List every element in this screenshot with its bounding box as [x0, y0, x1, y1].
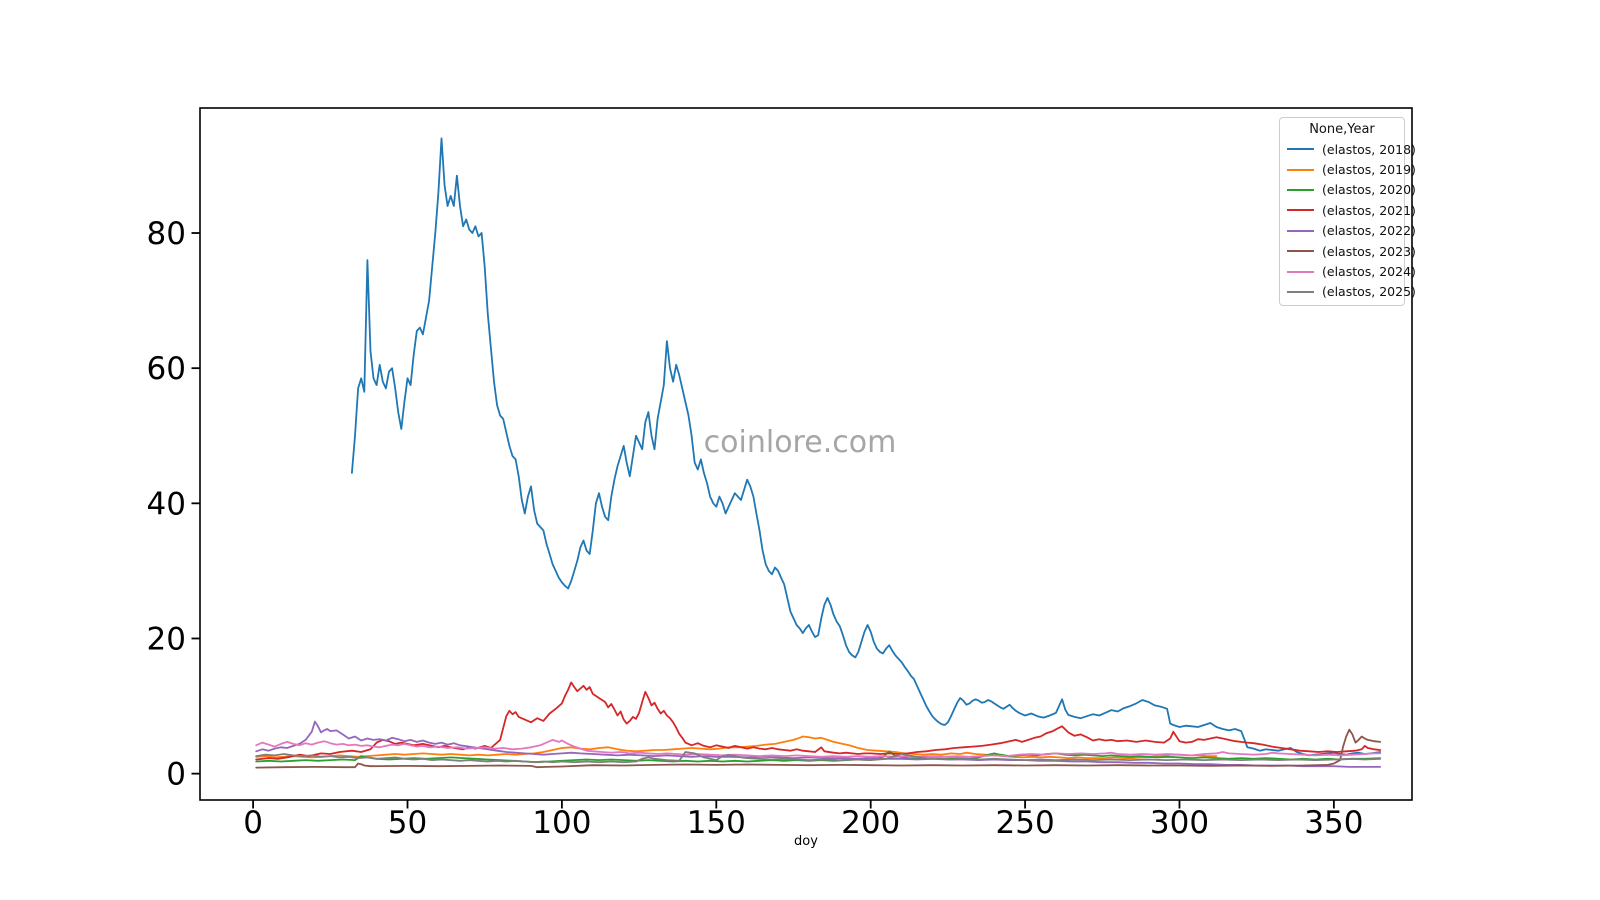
legend-swatch: [1287, 250, 1314, 253]
x-tick-label: 50: [388, 805, 427, 841]
legend-items: (elastos, 2018) (elastos, 2019) (elastos, …: [1280, 139, 1416, 302]
legend-label: (elastos, 2025): [1322, 284, 1416, 300]
series-line-elastos-2022: [255, 720, 1382, 768]
legend-item-elastos-2023: (elastos, 2023): [1280, 241, 1416, 261]
x-tick-label: 300: [1150, 805, 1209, 841]
legend-item-elastos-2021: (elastos, 2021): [1280, 200, 1416, 220]
plot-layer: 0 50 100 150 200 250 300 350 0 20 40 60 80: [147, 107, 1413, 841]
legend-swatch: [1287, 270, 1314, 273]
legend-label: (elastos, 2018): [1322, 141, 1416, 157]
legend-swatch: [1287, 209, 1314, 212]
series-line-elastos-2024: [255, 739, 1382, 758]
y-tick-label: 60: [147, 351, 186, 387]
legend-box: None,Year (elastos, 2018) (elastos, 2019)…: [1279, 117, 1416, 307]
legend-swatch: [1287, 290, 1314, 293]
legend-swatch: [1287, 168, 1314, 171]
legend-swatch: [1287, 229, 1314, 232]
x-tick-label: 150: [687, 805, 746, 841]
watermark-text: coinlore.com: [704, 425, 897, 460]
x-tick-label: 100: [532, 805, 591, 841]
legend-label: (elastos, 2019): [1322, 162, 1416, 178]
x-tick-label: 350: [1304, 805, 1363, 841]
legend-title: None,Year: [1309, 122, 1375, 137]
series-line-elastos-2021: [255, 681, 1382, 761]
series-line-elastos-2018: [350, 137, 1382, 757]
y-tick-label: 40: [147, 486, 186, 522]
series-line-elastos-2023: [255, 728, 1382, 769]
legend-item-elastos-2022: (elastos, 2022): [1280, 221, 1416, 241]
legend-label: (elastos, 2021): [1322, 202, 1416, 218]
legend-label: (elastos, 2020): [1322, 182, 1416, 198]
legend-label: (elastos, 2024): [1322, 264, 1416, 280]
legend-item-elastos-2024: (elastos, 2024): [1280, 261, 1416, 281]
x-axis-label: doy: [794, 834, 818, 849]
legend-item-elastos-2018: (elastos, 2018): [1280, 139, 1416, 159]
legend-label: (elastos, 2022): [1322, 223, 1416, 239]
x-tick-label: 200: [841, 805, 900, 841]
legend-item-elastos-2020: (elastos, 2020): [1280, 180, 1416, 200]
series-line-elastos-2019: [255, 735, 1218, 759]
x-tick-label: 0: [243, 805, 263, 841]
y-tick-label: 80: [147, 216, 186, 252]
legend-swatch: [1287, 148, 1314, 151]
legend-label: (elastos, 2023): [1322, 243, 1416, 259]
y-tick-label: 0: [166, 757, 186, 793]
plot-area: [199, 107, 1413, 801]
y-tick-label: 20: [147, 621, 186, 657]
legend-item-elastos-2025: (elastos, 2025): [1280, 282, 1416, 302]
legend-item-elastos-2019: (elastos, 2019): [1280, 159, 1416, 179]
x-tick-label: 250: [996, 805, 1055, 841]
series-line-elastos-2025: [255, 751, 1382, 764]
legend-swatch: [1287, 188, 1314, 191]
